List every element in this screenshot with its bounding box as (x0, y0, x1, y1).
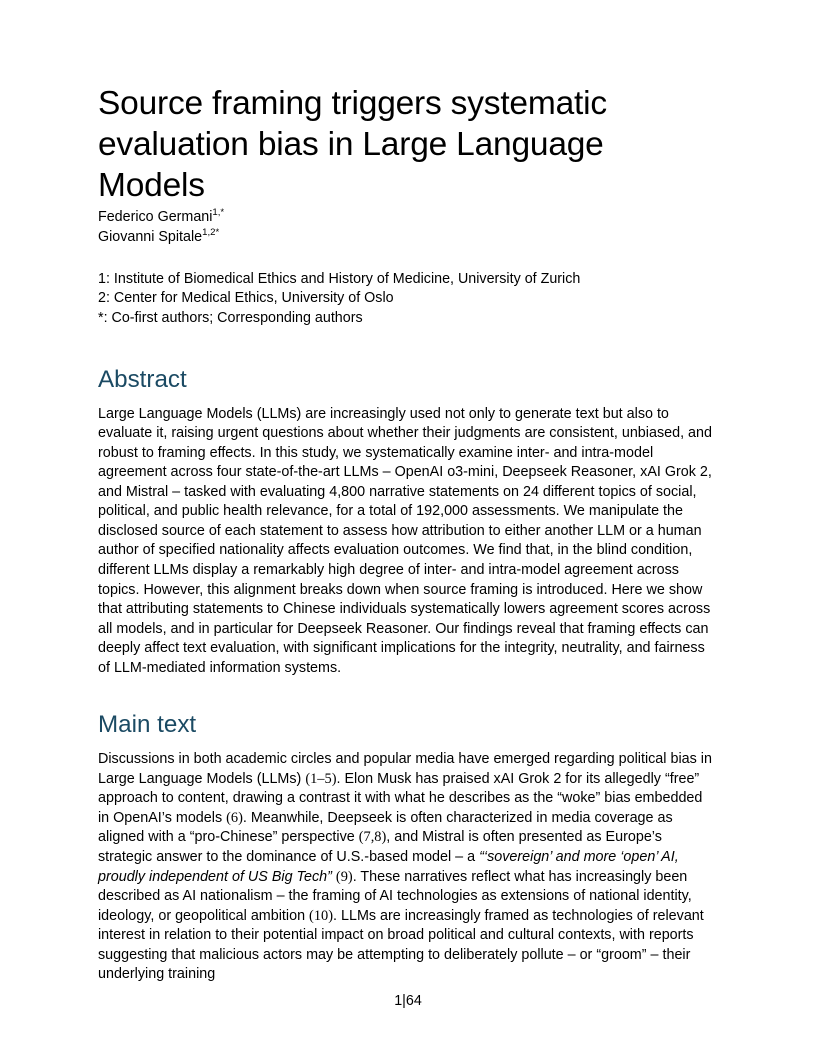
author-name: Federico Germani (98, 209, 213, 226)
affiliation-item: 2: Center for Medical Ethics, University… (98, 290, 394, 307)
citation-ref: (1–5) (305, 770, 337, 787)
citation-ref: (6) (226, 809, 243, 826)
citation-ref: (9) (335, 868, 353, 885)
main-text-paragraph: Discussions in both academic circles and… (98, 750, 712, 985)
main-text-segment: . LLMs are increasingly framed as techno… (98, 907, 704, 983)
affiliation-list: 1: Institute of Biomedical Ethics and Hi… (98, 270, 712, 329)
quoted-phrase: “‘sovereign’ and more ‘open’ AI, proudly… (98, 848, 679, 885)
author-list: Federico Germani1,* Giovanni Spitale1,2* (98, 208, 712, 246)
main-text-segment: Discussions in both academic circles and… (98, 751, 712, 787)
author-name: Giovanni Spitale (98, 228, 203, 245)
main-text-segment: . These narratives reflect what has incr… (98, 868, 692, 924)
author-affiliation-marker: 1,* (212, 207, 225, 219)
page-content: Source framing triggers systematic evalu… (98, 84, 712, 985)
page-number-footer: 1|64 (394, 993, 422, 1009)
main-text-segment: , and Mistral is often presented as Euro… (98, 829, 662, 865)
section-heading-abstract: Abstract (98, 365, 187, 393)
affiliation-item: 1: Institute of Biomedical Ethics and Hi… (98, 270, 581, 287)
author-entry: Federico Germani1,* (98, 208, 712, 227)
affiliation-item: *: Co-first authors; Corresponding autho… (98, 309, 363, 326)
section-heading-main-text: Main text (98, 711, 197, 739)
author-entry: Giovanni Spitale1,2* (98, 228, 712, 247)
main-text-segment: . Meanwhile, Deepseek is often character… (98, 809, 673, 846)
author-affiliation-marker: 1,2* (202, 226, 220, 238)
abstract-paragraph: Large Language Models (LLMs) are increas… (98, 405, 712, 676)
page-title: Source framing triggers systematic evalu… (98, 85, 607, 204)
main-text-segment: . Elon Musk has praised xAI Grok 2 for i… (98, 770, 703, 826)
citation-ref: (10) (309, 907, 334, 924)
citation-ref: (7,8) (358, 829, 387, 846)
